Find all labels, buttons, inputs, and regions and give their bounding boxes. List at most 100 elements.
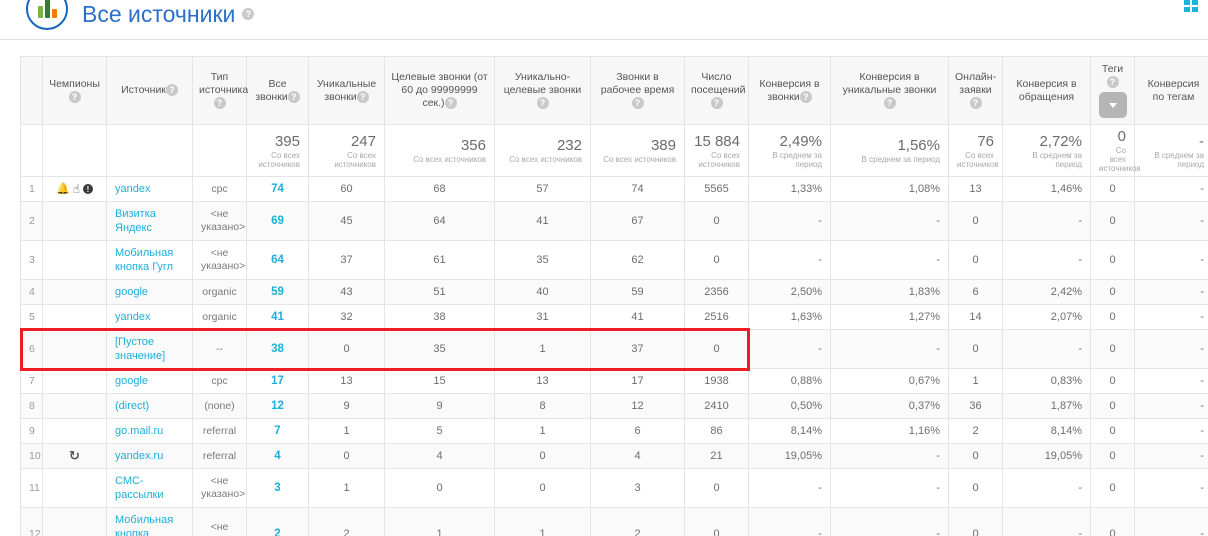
row-champions[interactable]	[42, 443, 107, 469]
help-icon[interactable]: ?	[710, 97, 723, 110]
col-source-type[interactable]: Тип источника?	[192, 56, 248, 125]
row-conversion-tags: -	[1134, 393, 1208, 419]
col-conversion-tags[interactable]: Конверсия по тегам	[1134, 56, 1208, 125]
col-target-calls[interactable]: Целевые звонки (от 60 до 99999999 сек.)?	[384, 56, 495, 125]
row-champions[interactable]	[42, 201, 107, 241]
source-link[interactable]: go.mail.ru	[115, 425, 164, 437]
tags-dropdown-button[interactable]	[1098, 92, 1127, 118]
row-source[interactable]: google	[106, 279, 193, 305]
row-source[interactable]: yandex.ru	[106, 443, 193, 469]
total-conversion-tags: -В среднем за период	[1134, 124, 1208, 177]
source-link[interactable]: Мобильная кнопка Гугл	[115, 247, 174, 273]
row-all-calls[interactable]: 4	[246, 443, 309, 469]
row-champions[interactable]	[42, 368, 107, 394]
col-visits[interactable]: Число посещений?	[684, 56, 749, 125]
row-source[interactable]: Мобильная кнопка Общая	[106, 507, 193, 536]
row-champions[interactable]	[42, 329, 107, 369]
table-row[interactable]: 5 yandex organic 41 32 38 31 41 2516 1,63% 1,27% 14…	[20, 304, 1208, 330]
row-champions[interactable]	[42, 304, 107, 330]
table-row[interactable]: 2 Визитка Яндекс <не указано> 69 45 64 41 67 0- -…	[20, 201, 1208, 241]
row-champions[interactable]	[42, 507, 107, 536]
col-conversion-appeals[interactable]: Конверсия в обращения	[1002, 56, 1091, 125]
row-all-calls[interactable]: 69	[246, 201, 309, 241]
row-source[interactable]: СМС-рассылки	[106, 468, 193, 508]
row-source[interactable]: google	[106, 368, 193, 394]
table-row[interactable]: 4 google organic 59 43 51 40 59 2356 2,50% 1,83% 6 2…	[20, 279, 1208, 305]
col-unique-calls[interactable]: Уникальные звонки?	[308, 56, 385, 125]
row-all-calls[interactable]: 38	[246, 329, 309, 369]
row-all-calls[interactable]: 74	[246, 176, 309, 202]
row-all-calls[interactable]: 41	[246, 304, 309, 330]
source-link[interactable]: google	[115, 375, 149, 387]
source-link[interactable]: (direct)	[115, 400, 150, 412]
col-all-calls[interactable]: Все звонки?	[246, 56, 309, 125]
col-conversion-calls[interactable]: Конверсия в звонки?	[748, 56, 831, 125]
row-source[interactable]: [Пустое значение]	[106, 329, 193, 369]
row-all-calls[interactable]: 7	[246, 418, 309, 444]
row-champions[interactable]	[42, 240, 107, 280]
col-online-requests[interactable]: Онлайн-заявки?	[948, 56, 1003, 125]
help-icon[interactable]: ?	[287, 90, 300, 103]
row-all-calls[interactable]: 2	[246, 507, 309, 536]
source-link[interactable]: [Пустое значение]	[115, 336, 166, 362]
row-champions[interactable]	[42, 279, 107, 305]
help-icon[interactable]: ?	[799, 90, 812, 103]
help-icon[interactable]: ?	[242, 7, 255, 20]
help-icon[interactable]: ?	[969, 97, 982, 110]
table-row[interactable]: 10yandex.rureferral404042119,05%-019,05%…	[20, 443, 1208, 469]
row-champions[interactable]: !	[42, 176, 107, 202]
source-link[interactable]: СМС-рассылки	[115, 475, 164, 501]
col-source[interactable]: Источник?	[106, 56, 193, 125]
table-row[interactable]: 6 [Пустое значение] -- 38 0 35 1 37 0- -0-0-	[20, 329, 1208, 369]
row-all-calls[interactable]: 3	[246, 468, 309, 508]
help-icon[interactable]: ?	[631, 97, 644, 110]
grid-icon[interactable]	[1184, 0, 1200, 12]
table-row[interactable]: 3 Мобильная кнопка Гугл <не указано> 64 37 61…	[20, 240, 1208, 280]
row-source[interactable]: go.mail.ru	[106, 418, 193, 444]
help-icon[interactable]: ?	[356, 90, 369, 103]
row-source[interactable]: (direct)	[106, 393, 193, 419]
col-work-time-calls[interactable]: Звонки в рабочее время?	[590, 56, 685, 125]
row-source[interactable]: Визитка Яндекс	[106, 201, 193, 241]
table-row[interactable]: 11 СМС-рассылки <не указано> 3 1 0 0 3 0- -0-0-	[20, 468, 1208, 508]
col-tags[interactable]: Теги?	[1090, 56, 1135, 125]
row-all-calls[interactable]: 12	[246, 393, 309, 419]
row-source[interactable]: Мобильная кнопка Гугл	[106, 240, 193, 280]
row-source[interactable]: yandex	[106, 176, 193, 202]
row-all-calls[interactable]: 59	[246, 279, 309, 305]
exclamation-icon[interactable]: !	[83, 184, 93, 194]
table-row[interactable]: 8 (direct) (none) 12 9 9 8 12 2410 0,50% 0,37% 36 1,…	[20, 393, 1208, 419]
row-champions[interactable]	[42, 393, 107, 419]
source-link[interactable]: google	[115, 286, 149, 298]
source-link[interactable]: yandex	[115, 183, 151, 195]
help-icon[interactable]: ?	[536, 97, 549, 110]
source-link[interactable]: Визитка Яндекс	[115, 208, 156, 234]
row-all-calls[interactable]: 64	[246, 240, 309, 280]
row-champions[interactable]	[42, 418, 107, 444]
source-link[interactable]: yandex	[115, 311, 151, 323]
bell-icon[interactable]	[56, 184, 70, 195]
source-link[interactable]: Мобильная кнопка Общая	[115, 514, 174, 536]
table-row[interactable]: 9 go.mail.ru referral 7 1 5 1 6 86 8,14% 1,16% 2 8,1…	[20, 418, 1208, 444]
hand-icon[interactable]	[73, 183, 80, 196]
total-source	[106, 124, 193, 177]
row-source[interactable]: yandex	[106, 304, 193, 330]
help-icon[interactable]: ?	[165, 84, 178, 97]
col-conversion-unique-calls[interactable]: Конверсия в уникальные звонки?	[830, 56, 949, 125]
help-icon[interactable]: ?	[883, 97, 896, 110]
col-champions[interactable]: Чемпионы?	[42, 56, 107, 125]
row-champions[interactable]	[42, 468, 107, 508]
help-icon[interactable]: ?	[68, 90, 81, 103]
source-link[interactable]: yandex.ru	[115, 450, 164, 462]
sync-icon[interactable]	[69, 449, 80, 463]
col-unique-target-calls[interactable]: Уникально-целевые звонки?	[494, 56, 591, 125]
table-row[interactable]: 1!yandexcpc746068577455651,33%1,08%131,4…	[20, 176, 1208, 202]
table-row[interactable]: 7 google cpc 17 13 15 13 17 1938 0,88% 0,67% 1 0,83%…	[20, 368, 1208, 394]
row-index: 12	[20, 507, 43, 536]
row-all-calls[interactable]: 17	[246, 368, 309, 394]
row-conversion-appeals: 1,87%	[1002, 393, 1091, 419]
help-icon[interactable]: ?	[213, 97, 226, 110]
help-icon[interactable]: ?	[444, 97, 457, 110]
help-icon[interactable]: ?	[1106, 76, 1119, 89]
